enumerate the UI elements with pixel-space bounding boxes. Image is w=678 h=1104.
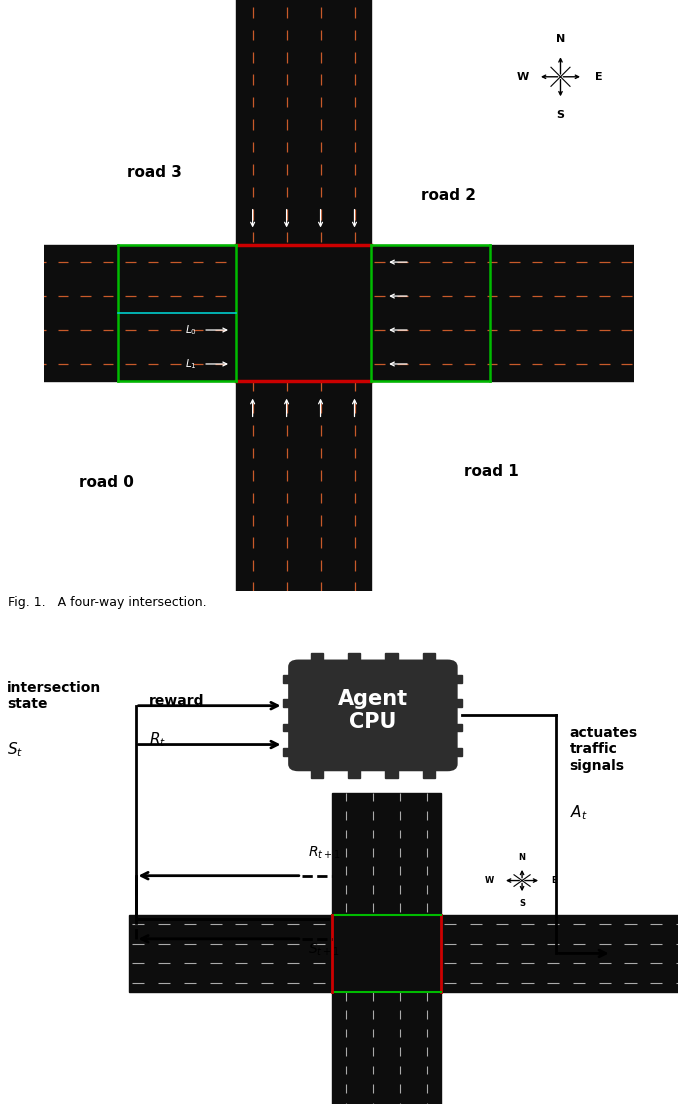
- Text: $L_2$: $L_2$: [186, 391, 197, 405]
- Text: $S_{t+1}$: $S_{t+1}$: [308, 942, 340, 957]
- Text: E: E: [551, 877, 557, 885]
- Bar: [348, 654, 361, 667]
- Text: N: N: [556, 33, 565, 44]
- Bar: [372, 245, 678, 381]
- Bar: [283, 747, 298, 756]
- Text: W: W: [516, 72, 528, 82]
- Bar: [236, 245, 372, 381]
- Bar: [332, 992, 441, 1104]
- Bar: [348, 764, 361, 777]
- Bar: [447, 675, 462, 683]
- Bar: [447, 723, 462, 732]
- Text: road 0: road 0: [79, 476, 134, 490]
- Bar: [311, 764, 323, 777]
- Text: $L_3$: $L_3$: [185, 425, 197, 438]
- Bar: [129, 914, 332, 992]
- Text: road 3: road 3: [127, 164, 182, 180]
- Bar: [0, 245, 236, 381]
- Text: road 2: road 2: [421, 189, 476, 203]
- Text: E: E: [595, 72, 603, 82]
- Bar: [441, 914, 678, 992]
- Text: W: W: [485, 877, 494, 885]
- Text: $R_t$: $R_t$: [149, 731, 166, 749]
- Bar: [447, 747, 462, 756]
- Bar: [386, 654, 398, 667]
- Bar: [311, 654, 323, 667]
- Bar: [236, 0, 372, 245]
- Bar: [236, 381, 372, 640]
- Bar: [423, 654, 435, 667]
- Text: $A_t$: $A_t$: [570, 804, 587, 821]
- Bar: [283, 699, 298, 708]
- Text: $S_t$: $S_t$: [7, 740, 23, 758]
- Bar: [332, 914, 441, 992]
- Text: Fig. 1.   A four-way intersection.: Fig. 1. A four-way intersection.: [8, 596, 207, 609]
- Text: N: N: [519, 853, 525, 862]
- Text: $L_0$: $L_0$: [185, 323, 197, 337]
- Bar: [332, 793, 441, 914]
- Text: Agent
CPU: Agent CPU: [338, 689, 408, 732]
- Bar: [283, 675, 298, 683]
- Bar: [423, 764, 435, 777]
- Text: actuates
traffic
signals: actuates traffic signals: [570, 726, 637, 773]
- FancyBboxPatch shape: [288, 659, 458, 772]
- Text: S: S: [557, 110, 565, 120]
- Bar: [283, 723, 298, 732]
- Text: $L_1$: $L_1$: [186, 357, 197, 371]
- Text: S: S: [519, 899, 525, 909]
- Text: road 1: road 1: [464, 465, 519, 479]
- Bar: [447, 699, 462, 708]
- Text: reward: reward: [149, 693, 205, 708]
- Bar: [386, 764, 398, 777]
- Text: intersection
state: intersection state: [7, 681, 101, 711]
- Text: $R_{t+1}$: $R_{t+1}$: [308, 845, 340, 861]
